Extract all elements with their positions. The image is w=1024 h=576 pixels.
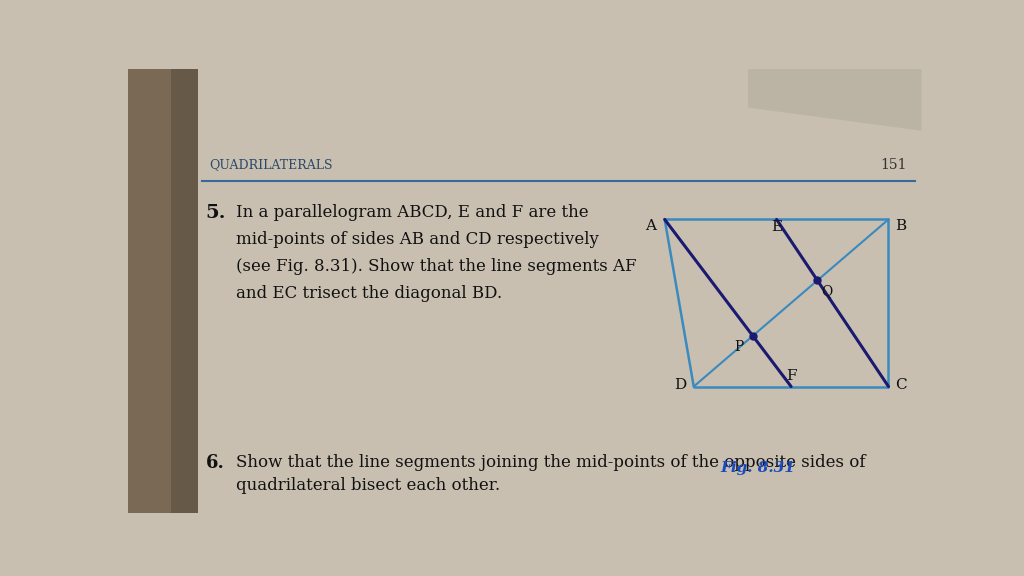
Text: C: C xyxy=(895,378,906,392)
Text: F: F xyxy=(785,369,797,382)
Text: QUADRILATERALS: QUADRILATERALS xyxy=(209,158,333,170)
Text: (see Fig. 8.31). Show that the line segments AF: (see Fig. 8.31). Show that the line segm… xyxy=(237,258,637,275)
Text: Fig. 8.31: Fig. 8.31 xyxy=(720,460,795,475)
Text: mid-points of sides AB and CD respectively: mid-points of sides AB and CD respective… xyxy=(237,231,599,248)
Text: 5.: 5. xyxy=(206,204,226,222)
Polygon shape xyxy=(748,69,922,131)
Text: quadrilateral bisect each other.: quadrilateral bisect each other. xyxy=(237,478,501,494)
Text: D: D xyxy=(674,378,686,392)
Text: and EC trisect the diagonal BD.: and EC trisect the diagonal BD. xyxy=(237,285,503,302)
Text: A: A xyxy=(645,218,656,233)
Text: P: P xyxy=(734,340,743,354)
Text: E: E xyxy=(771,220,782,234)
Text: 151: 151 xyxy=(881,158,907,172)
Text: B: B xyxy=(895,218,906,233)
Polygon shape xyxy=(128,69,198,513)
Text: Show that the line segments joining the mid-points of the opposite sides of: Show that the line segments joining the … xyxy=(237,454,866,471)
Polygon shape xyxy=(171,69,198,513)
Text: In a parallelogram ABCD, E and F are the: In a parallelogram ABCD, E and F are the xyxy=(237,204,589,221)
Text: Q: Q xyxy=(821,284,833,298)
Text: 6.: 6. xyxy=(206,454,224,472)
